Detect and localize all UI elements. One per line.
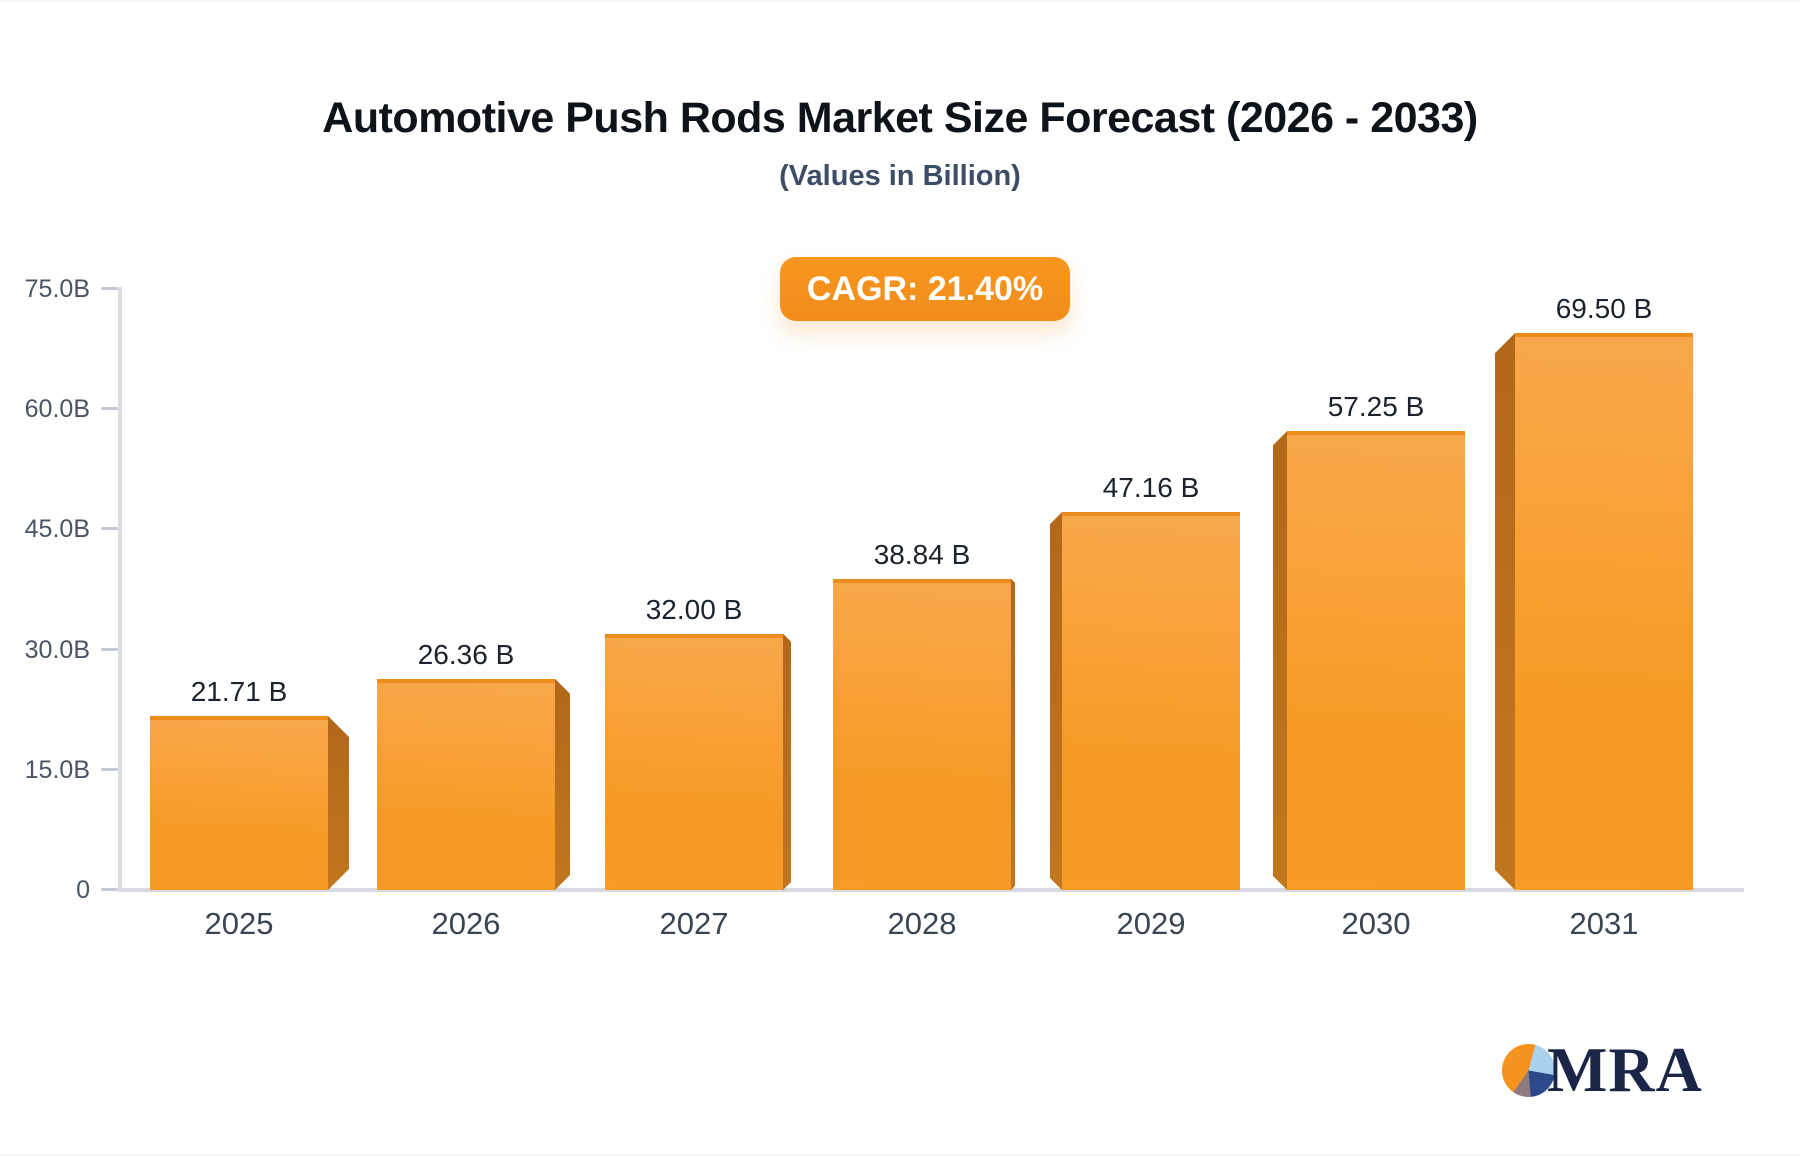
y-tick-mark	[101, 888, 118, 891]
bar-side-face	[1273, 431, 1287, 890]
x-axis-label: 2031	[1569, 906, 1639, 941]
y-tick-mark	[101, 527, 118, 531]
cagr-badge: CAGR: 21.40%	[780, 257, 1070, 321]
y-tick-label: 60.0B	[24, 395, 90, 424]
x-axis-line	[118, 888, 1744, 892]
bar-side-face	[1011, 579, 1015, 890]
bar-side-face	[555, 679, 570, 890]
bar-value-label: 21.71 B	[190, 676, 288, 708]
bar-2025	[150, 716, 328, 890]
y-tick-label: 0	[76, 876, 90, 904]
bar-value-label: 38.84 B	[873, 538, 971, 570]
x-axis-label: 2025	[204, 906, 274, 941]
y-tick-label: 75.0B	[24, 275, 90, 303]
y-axis-line	[118, 287, 122, 892]
y-tick-mark	[101, 767, 118, 771]
x-axis-label: 2027	[659, 906, 729, 941]
bar-value-label: 57.25 B	[1327, 391, 1425, 423]
x-axis-label: 2028	[887, 906, 957, 941]
page-subtitle: (Values in Billion)	[779, 160, 1021, 192]
bar-side-face	[328, 716, 349, 890]
bar-2028	[833, 578, 1011, 890]
x-axis-label: 2030	[1341, 906, 1411, 941]
y-tick-mark	[101, 287, 118, 290]
x-axis-label: 2029	[1116, 906, 1186, 941]
bar-2029	[1062, 512, 1240, 890]
y-tick-label: 45.0B	[24, 515, 90, 544]
brand-logo: MRA	[1502, 1034, 1703, 1105]
y-tick-label: 30.0B	[24, 635, 90, 664]
bar-value-label: 47.16 B	[1102, 472, 1200, 504]
bar-2027	[605, 633, 783, 890]
y-tick-mark	[101, 647, 118, 651]
bar-value-label: 26.36 B	[417, 638, 515, 670]
bar-2031	[1515, 333, 1693, 890]
y-tick-mark	[101, 407, 118, 411]
bar-side-face	[1050, 512, 1062, 890]
bar-2026	[377, 678, 555, 890]
pie-chart-logo-icon	[1502, 1043, 1555, 1097]
bar-side-face	[783, 634, 791, 890]
x-axis-label: 2026	[431, 906, 501, 941]
page-title: Automotive Push Rods Market Size Forecas…	[322, 94, 1478, 142]
brand-logo-text: MRA	[1547, 1034, 1703, 1105]
y-tick-label: 15.0B	[24, 755, 90, 784]
bar-side-face	[1495, 333, 1515, 890]
bar-value-label: 69.50 B	[1555, 293, 1653, 325]
bar-2030	[1287, 431, 1465, 890]
bar-value-label: 32.00 B	[645, 593, 743, 625]
